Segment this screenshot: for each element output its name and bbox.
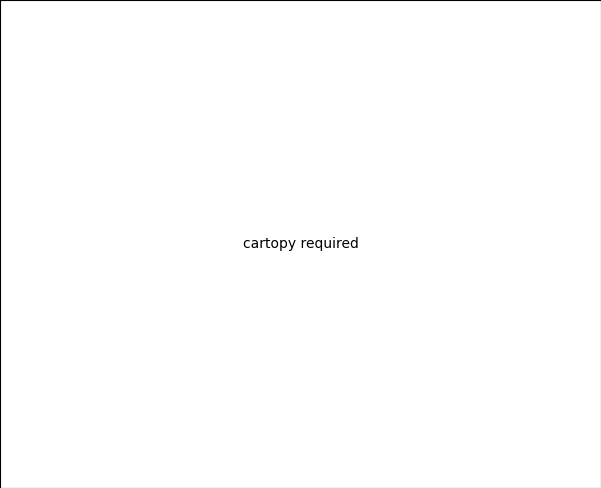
Text: cartopy required: cartopy required bbox=[243, 237, 358, 251]
